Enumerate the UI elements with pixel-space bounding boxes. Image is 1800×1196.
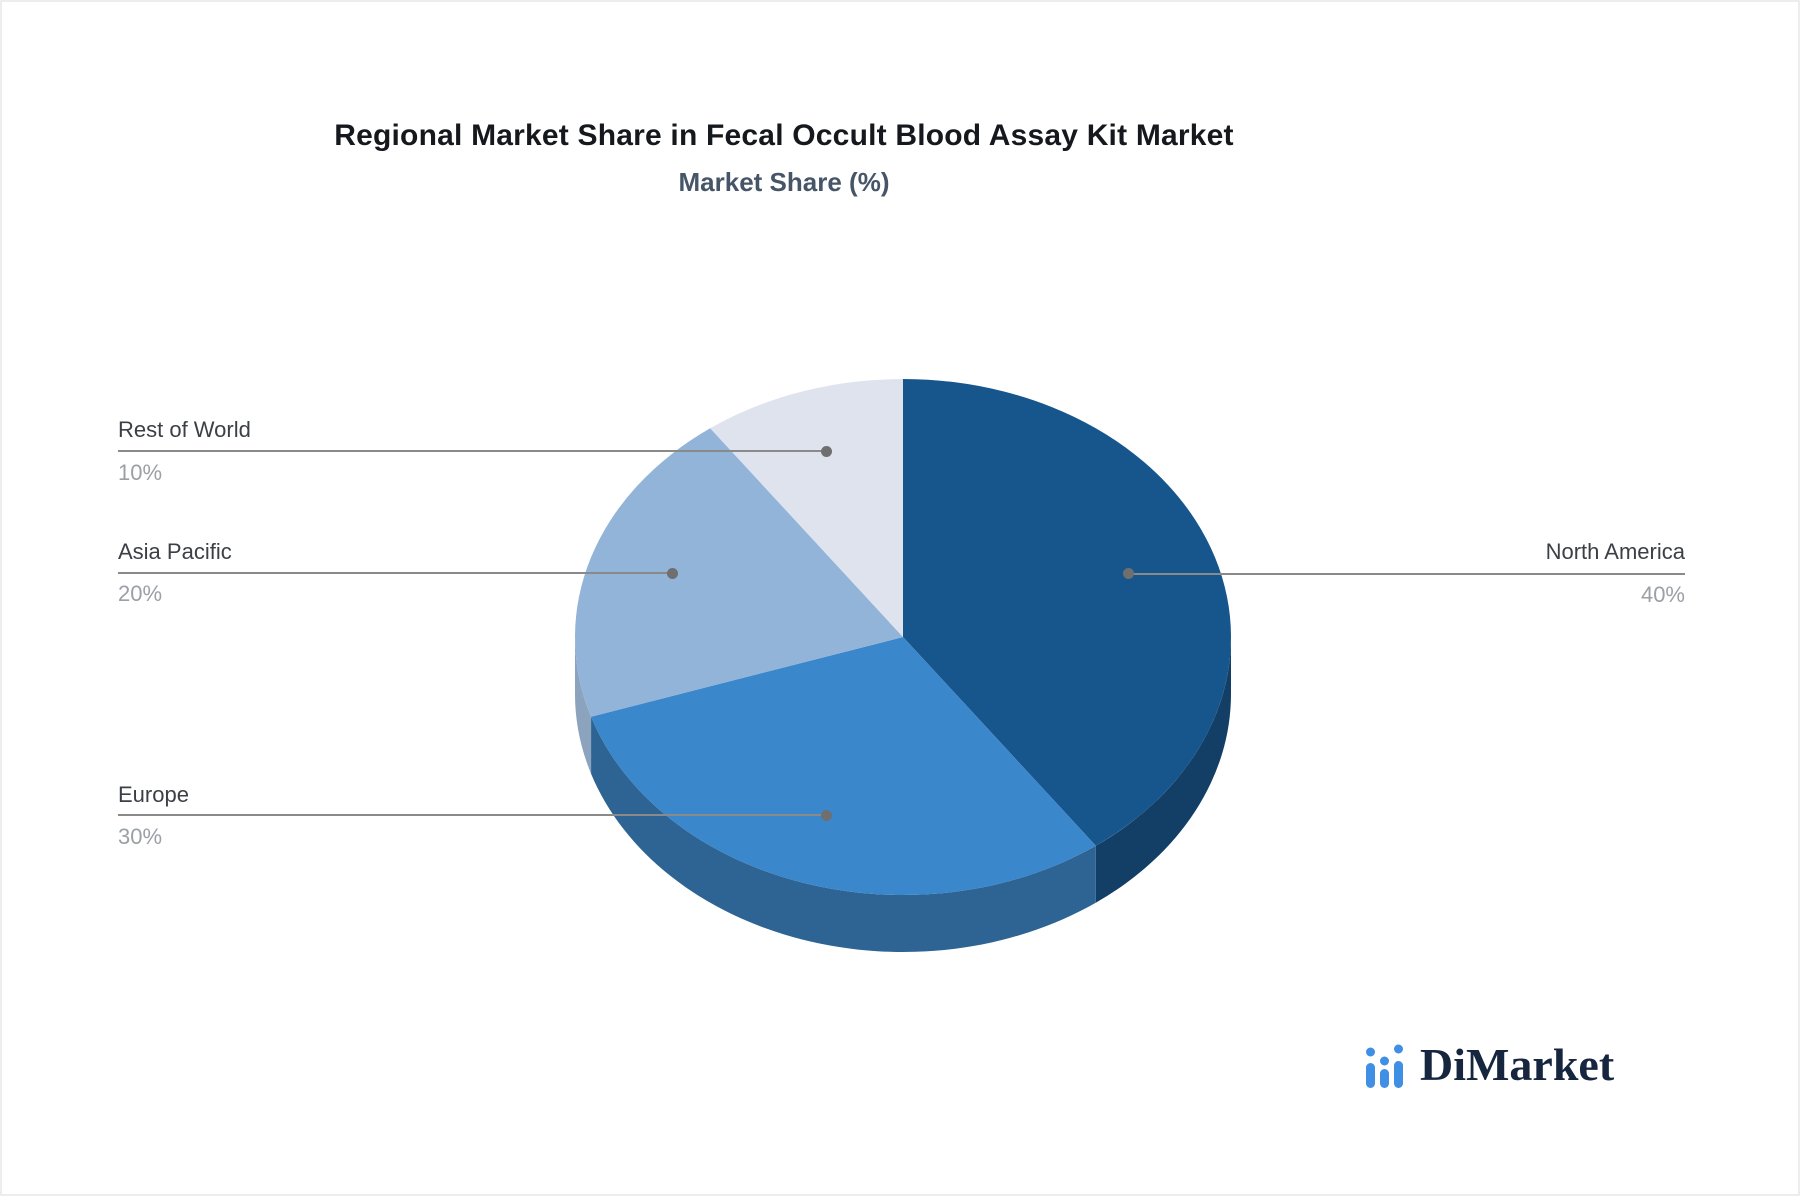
slice-percentage: 30% [118, 824, 163, 849]
slice-label: Asia Pacific [118, 539, 232, 564]
pie-slice-side-north-america[interactable] [1095, 637, 1231, 903]
chart-title: Regional Market Share in Fecal Occult Bl… [334, 119, 1234, 152]
leader-line [118, 572, 673, 574]
slice-percentage: 10% [118, 460, 163, 485]
leader-dot [667, 568, 678, 579]
pie-slice-rest-of-world[interactable] [710, 379, 903, 637]
brand-name: DiMarket [1420, 1039, 1615, 1090]
leader-line [1129, 573, 1685, 575]
leader-dot [821, 446, 832, 457]
bar-chart-dots-icon [1366, 1044, 1403, 1088]
leader-line [118, 814, 827, 816]
slice-label: Rest of World [118, 417, 251, 442]
slice-label: Europe [118, 782, 189, 807]
pie-slice-europe[interactable] [591, 637, 1096, 895]
slice-percentage: 20% [118, 581, 163, 606]
leader-line [118, 450, 827, 452]
leader-dot [1123, 568, 1134, 579]
pie-slice-north-america[interactable] [903, 379, 1231, 846]
slice-percentage: 40% [1640, 582, 1685, 607]
pie-slice-side-asia-pacific[interactable] [575, 637, 592, 774]
pie-slice-side-europe[interactable] [591, 716, 1096, 952]
leader-dot [821, 810, 832, 821]
slice-label: North America [1545, 539, 1685, 564]
chart-subtitle: Market Share (%) [678, 167, 890, 197]
pie-slice-asia-pacific[interactable] [574, 428, 903, 717]
brand-logo: DiMarket [1364, 1040, 1614, 1090]
